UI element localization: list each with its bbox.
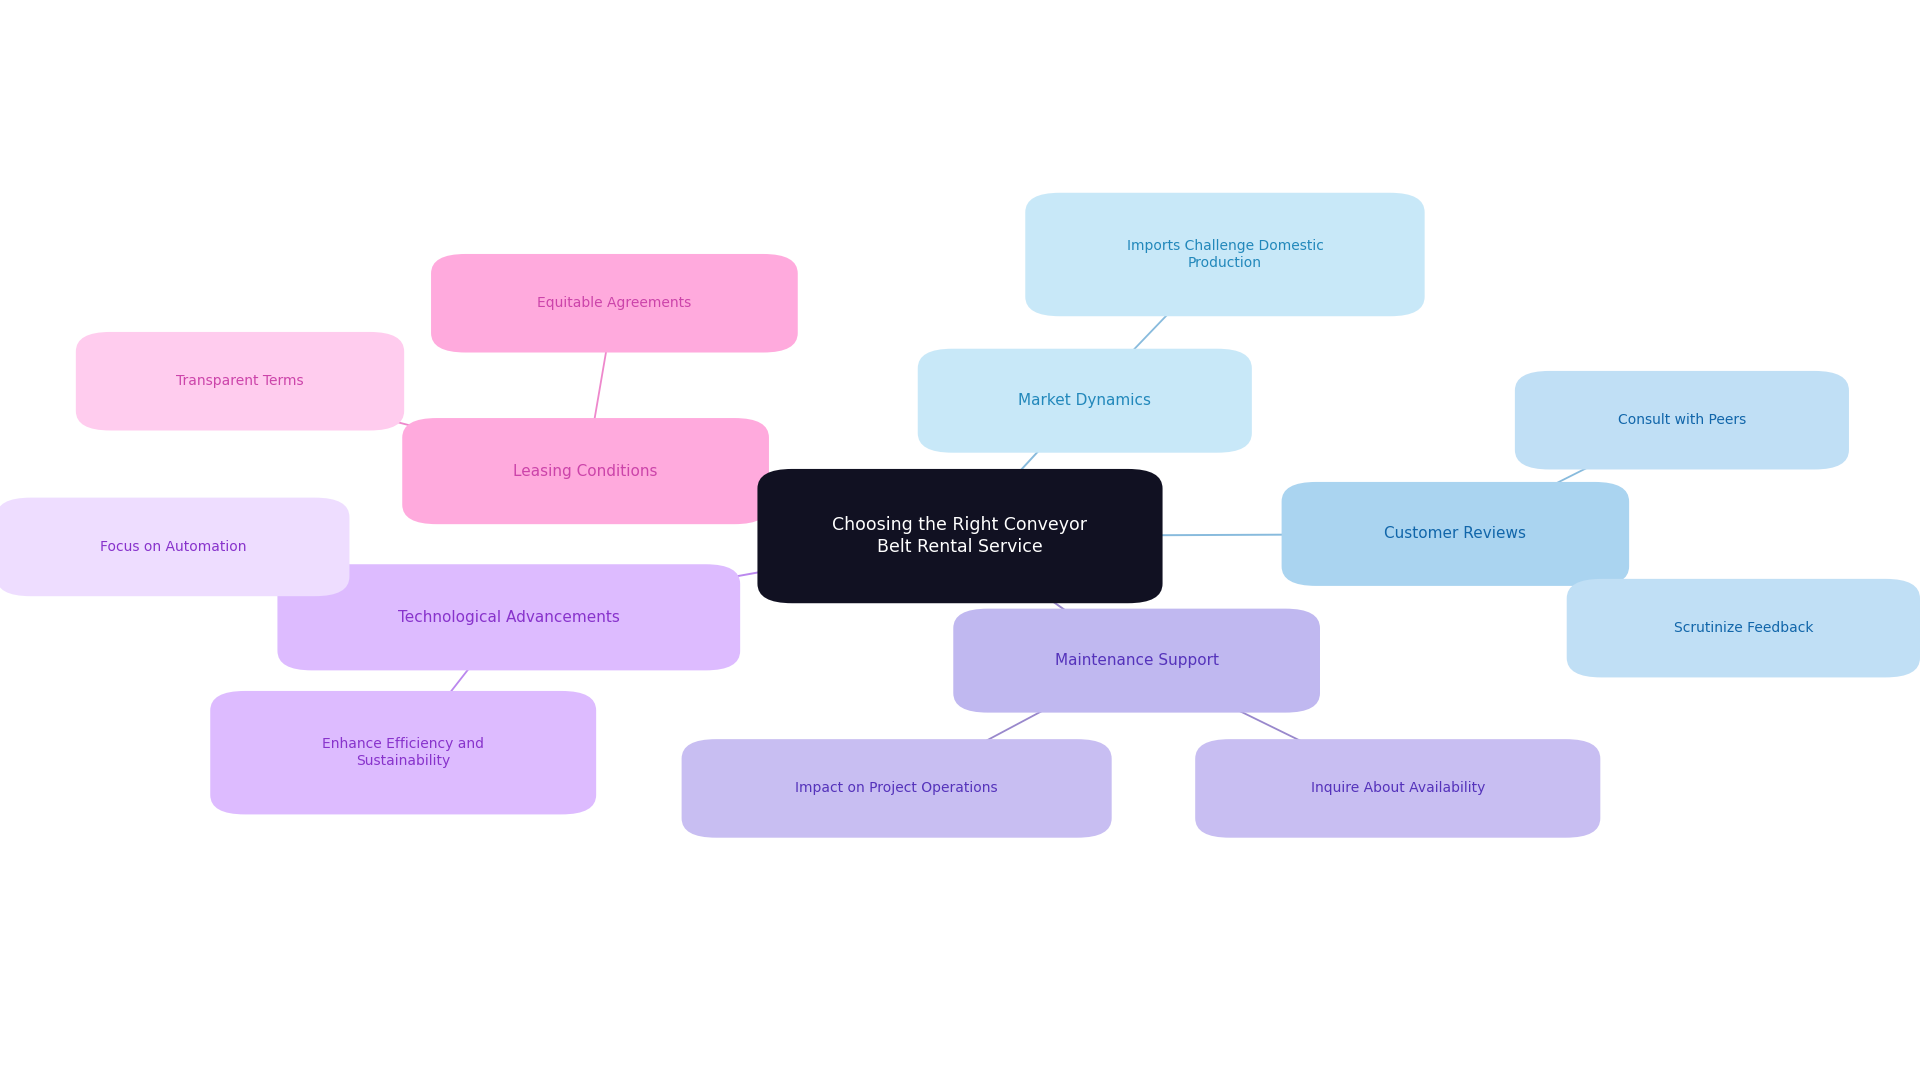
FancyBboxPatch shape	[75, 331, 405, 430]
Text: Enhance Efficiency and
Sustainability: Enhance Efficiency and Sustainability	[323, 738, 484, 768]
Text: Technological Advancements: Technological Advancements	[397, 610, 620, 625]
FancyBboxPatch shape	[1283, 482, 1628, 586]
FancyBboxPatch shape	[1567, 579, 1920, 678]
FancyBboxPatch shape	[1194, 739, 1599, 838]
Text: Imports Challenge Domestic
Production: Imports Challenge Domestic Production	[1127, 239, 1323, 270]
Text: Market Dynamics: Market Dynamics	[1018, 393, 1152, 408]
Text: Equitable Agreements: Equitable Agreements	[538, 297, 691, 310]
Text: Choosing the Right Conveyor
Belt Rental Service: Choosing the Right Conveyor Belt Rental …	[833, 516, 1087, 557]
Text: Scrutinize Feedback: Scrutinize Feedback	[1674, 622, 1812, 635]
FancyBboxPatch shape	[1515, 370, 1849, 470]
Text: Consult with Peers: Consult with Peers	[1619, 414, 1745, 427]
Text: Customer Reviews: Customer Reviews	[1384, 526, 1526, 542]
FancyBboxPatch shape	[1025, 193, 1425, 316]
Text: Inquire About Availability: Inquire About Availability	[1311, 782, 1484, 795]
FancyBboxPatch shape	[682, 739, 1112, 838]
FancyBboxPatch shape	[0, 498, 349, 597]
Text: Leasing Conditions: Leasing Conditions	[513, 464, 659, 479]
FancyBboxPatch shape	[756, 469, 1162, 603]
Text: Impact on Project Operations: Impact on Project Operations	[795, 782, 998, 795]
Text: Maintenance Support: Maintenance Support	[1054, 653, 1219, 668]
Text: Focus on Automation: Focus on Automation	[100, 540, 246, 553]
FancyBboxPatch shape	[430, 255, 799, 353]
FancyBboxPatch shape	[278, 564, 741, 670]
FancyBboxPatch shape	[403, 418, 768, 524]
Text: Transparent Terms: Transparent Terms	[177, 375, 303, 388]
FancyBboxPatch shape	[211, 691, 595, 814]
FancyBboxPatch shape	[918, 349, 1252, 453]
FancyBboxPatch shape	[952, 609, 1321, 713]
